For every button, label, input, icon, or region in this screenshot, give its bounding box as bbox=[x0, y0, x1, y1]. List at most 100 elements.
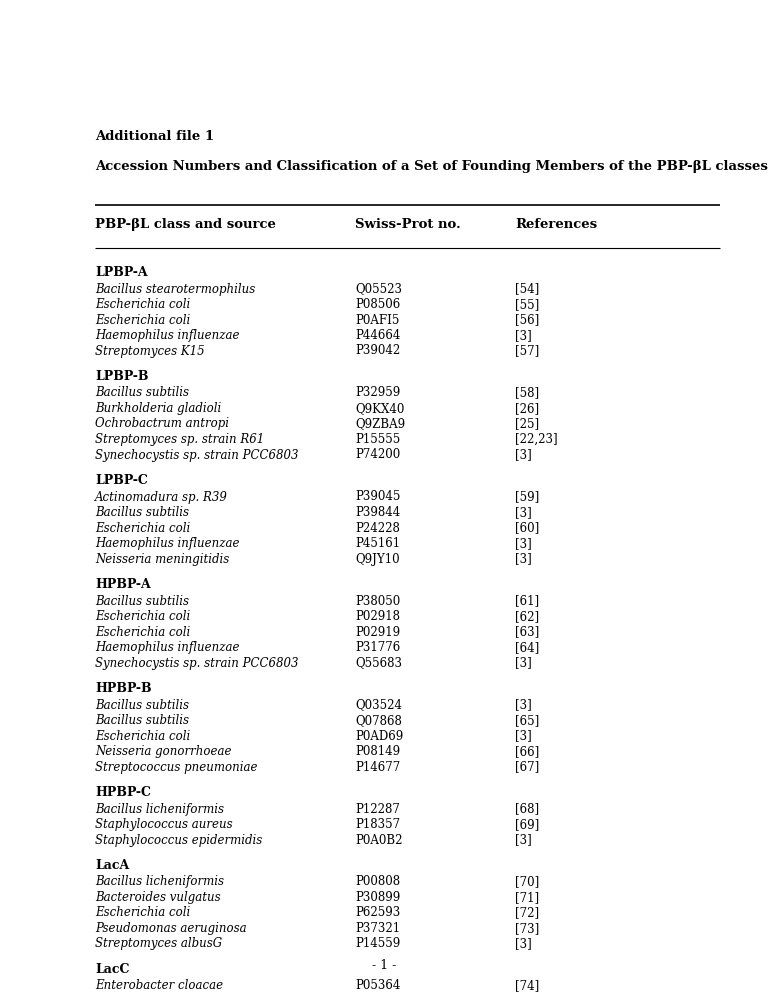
Text: [59]: [59] bbox=[515, 490, 539, 504]
Text: P32959: P32959 bbox=[355, 387, 400, 400]
Text: [3]: [3] bbox=[515, 730, 531, 743]
Text: [3]: [3] bbox=[515, 553, 531, 566]
Text: [63]: [63] bbox=[515, 625, 539, 638]
Text: Streptomyces K15: Streptomyces K15 bbox=[95, 345, 204, 358]
Text: [3]: [3] bbox=[515, 937, 531, 950]
Text: LacA: LacA bbox=[95, 859, 129, 872]
Text: P74200: P74200 bbox=[355, 448, 400, 461]
Text: [61]: [61] bbox=[515, 594, 539, 607]
Text: Bacillus licheniformis: Bacillus licheniformis bbox=[95, 876, 224, 889]
Text: Streptomyces albusG: Streptomyces albusG bbox=[95, 937, 222, 950]
Text: P08506: P08506 bbox=[355, 298, 400, 311]
Text: Burkholderia gladioli: Burkholderia gladioli bbox=[95, 402, 221, 415]
Text: LPBP-C: LPBP-C bbox=[95, 474, 148, 487]
Text: [60]: [60] bbox=[515, 522, 539, 535]
Text: [58]: [58] bbox=[515, 387, 539, 400]
Text: [67]: [67] bbox=[515, 760, 539, 773]
Text: Haemophilus influenzae: Haemophilus influenzae bbox=[95, 641, 240, 654]
Text: P44664: P44664 bbox=[355, 329, 400, 342]
Text: [55]: [55] bbox=[515, 298, 539, 311]
Text: LacC: LacC bbox=[95, 963, 130, 976]
Text: [3]: [3] bbox=[515, 537, 531, 550]
Text: P18357: P18357 bbox=[355, 818, 400, 831]
Text: P39045: P39045 bbox=[355, 490, 400, 504]
Text: Escherichia coli: Escherichia coli bbox=[95, 313, 190, 326]
Text: Streptomyces sp. strain R61: Streptomyces sp. strain R61 bbox=[95, 433, 264, 446]
Text: Bacillus subtilis: Bacillus subtilis bbox=[95, 506, 189, 519]
Text: [3]: [3] bbox=[515, 329, 531, 342]
Text: HPBP-A: HPBP-A bbox=[95, 578, 151, 591]
Text: P38050: P38050 bbox=[355, 594, 400, 607]
Text: [26]: [26] bbox=[515, 402, 539, 415]
Text: Q9JY10: Q9JY10 bbox=[355, 553, 399, 566]
Text: [25]: [25] bbox=[515, 417, 539, 430]
Text: Ochrobactrum antropi: Ochrobactrum antropi bbox=[95, 417, 229, 430]
Text: Q05523: Q05523 bbox=[355, 282, 402, 295]
Text: Accession Numbers and Classification of a Set of Founding Members of the PBP-βL : Accession Numbers and Classification of … bbox=[95, 160, 768, 173]
Text: Synechocystis sp. strain PCC6803: Synechocystis sp. strain PCC6803 bbox=[95, 656, 299, 670]
Text: LPBP-B: LPBP-B bbox=[95, 370, 148, 383]
Text: Escherichia coli: Escherichia coli bbox=[95, 625, 190, 638]
Text: PBP-βL class and source: PBP-βL class and source bbox=[95, 218, 276, 231]
Text: P15555: P15555 bbox=[355, 433, 400, 446]
Text: P0A0B2: P0A0B2 bbox=[355, 834, 402, 847]
Text: HPBP-C: HPBP-C bbox=[95, 786, 151, 799]
Text: Escherichia coli: Escherichia coli bbox=[95, 730, 190, 743]
Text: Haemophilus influenzae: Haemophilus influenzae bbox=[95, 537, 240, 550]
Text: P14677: P14677 bbox=[355, 760, 400, 773]
Text: Bacteroides vulgatus: Bacteroides vulgatus bbox=[95, 891, 220, 904]
Text: [70]: [70] bbox=[515, 876, 539, 889]
Text: Synechocystis sp. strain PCC6803: Synechocystis sp. strain PCC6803 bbox=[95, 448, 299, 461]
Text: Additional file 1: Additional file 1 bbox=[95, 130, 214, 143]
Text: P08149: P08149 bbox=[355, 745, 400, 758]
Text: P00808: P00808 bbox=[355, 876, 400, 889]
Text: P0AD69: P0AD69 bbox=[355, 730, 403, 743]
Text: HPBP-B: HPBP-B bbox=[95, 682, 151, 695]
Text: Streptococcus pneumoniae: Streptococcus pneumoniae bbox=[95, 760, 257, 773]
Text: [72]: [72] bbox=[515, 907, 539, 919]
Text: Q55683: Q55683 bbox=[355, 656, 402, 670]
Text: Escherichia coli: Escherichia coli bbox=[95, 907, 190, 919]
Text: Bacillus stearotermophilus: Bacillus stearotermophilus bbox=[95, 282, 255, 295]
Text: [64]: [64] bbox=[515, 641, 539, 654]
Text: Staphylococcus epidermidis: Staphylococcus epidermidis bbox=[95, 834, 262, 847]
Text: [22,23]: [22,23] bbox=[515, 433, 558, 446]
Text: Escherichia coli: Escherichia coli bbox=[95, 610, 190, 623]
Text: P62593: P62593 bbox=[355, 907, 400, 919]
Text: P12287: P12287 bbox=[355, 802, 400, 815]
Text: [73]: [73] bbox=[515, 922, 539, 935]
Text: - 1 -: - 1 - bbox=[372, 959, 396, 972]
Text: Bacillus subtilis: Bacillus subtilis bbox=[95, 594, 189, 607]
Text: [69]: [69] bbox=[515, 818, 539, 831]
Text: [68]: [68] bbox=[515, 802, 539, 815]
Text: Staphylococcus aureus: Staphylococcus aureus bbox=[95, 818, 233, 831]
Text: Enterobacter cloacae: Enterobacter cloacae bbox=[95, 979, 223, 992]
Text: [57]: [57] bbox=[515, 345, 539, 358]
Text: References: References bbox=[515, 218, 598, 231]
Text: Haemophilus influenzae: Haemophilus influenzae bbox=[95, 329, 240, 342]
Text: Escherichia coli: Escherichia coli bbox=[95, 522, 190, 535]
Text: Q03524: Q03524 bbox=[355, 699, 402, 712]
Text: [3]: [3] bbox=[515, 834, 531, 847]
Text: P02918: P02918 bbox=[355, 610, 400, 623]
Text: Q07868: Q07868 bbox=[355, 714, 402, 727]
Text: Swiss-Prot no.: Swiss-Prot no. bbox=[355, 218, 461, 231]
Text: [56]: [56] bbox=[515, 313, 539, 326]
Text: P02919: P02919 bbox=[355, 625, 400, 638]
Text: LPBP-A: LPBP-A bbox=[95, 266, 147, 279]
Text: P39042: P39042 bbox=[355, 345, 400, 358]
Text: [71]: [71] bbox=[515, 891, 539, 904]
Text: Neisseria gonorrhoeae: Neisseria gonorrhoeae bbox=[95, 745, 231, 758]
Text: Neisseria meningitidis: Neisseria meningitidis bbox=[95, 553, 230, 566]
Text: P31776: P31776 bbox=[355, 641, 400, 654]
Text: [74]: [74] bbox=[515, 979, 539, 992]
Text: Q9KX40: Q9KX40 bbox=[355, 402, 405, 415]
Text: Bacillus subtilis: Bacillus subtilis bbox=[95, 699, 189, 712]
Text: Q9ZBA9: Q9ZBA9 bbox=[355, 417, 406, 430]
Text: [3]: [3] bbox=[515, 448, 531, 461]
Text: P0AFI5: P0AFI5 bbox=[355, 313, 399, 326]
Text: [3]: [3] bbox=[515, 699, 531, 712]
Text: [66]: [66] bbox=[515, 745, 539, 758]
Text: Bacillus licheniformis: Bacillus licheniformis bbox=[95, 802, 224, 815]
Text: P05364: P05364 bbox=[355, 979, 400, 992]
